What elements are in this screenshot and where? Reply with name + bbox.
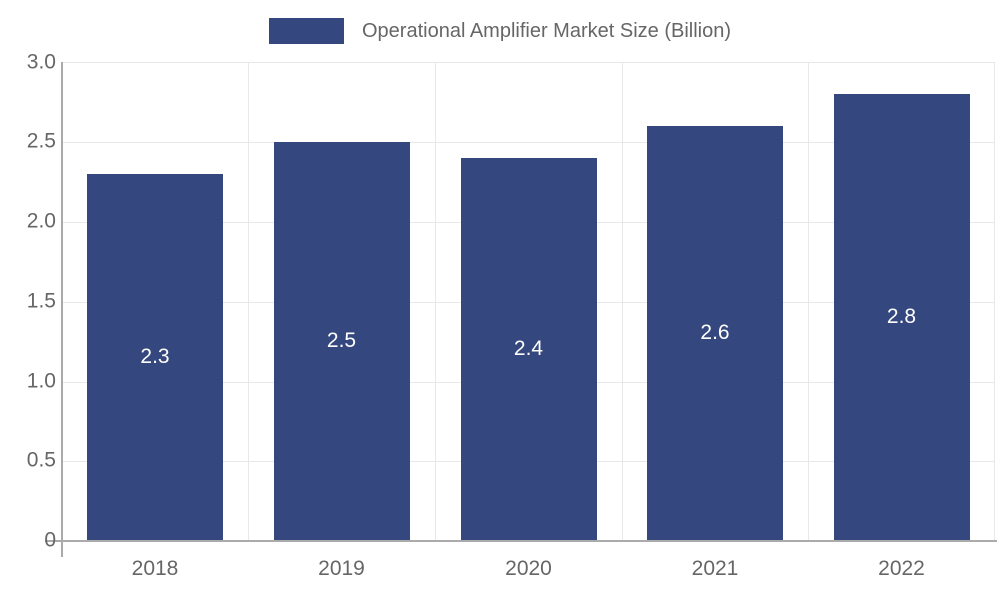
bar-2019[interactable]: 2.5	[273, 141, 410, 540]
y-axis-line	[61, 62, 63, 557]
y-tick-label-0.5: 0.5	[26, 448, 56, 472]
gridline-x-2	[435, 63, 436, 540]
gridline-x-1	[248, 63, 249, 540]
bar-slot-2021: 2.6	[622, 62, 808, 540]
bar-value-label: 2.4	[513, 337, 544, 361]
gridline-x-4	[808, 63, 809, 540]
chart-legend: Operational Amplifier Market Size (Billi…	[0, 10, 1000, 52]
bar-value-label: 2.5	[326, 329, 357, 353]
x-axis-line	[45, 540, 997, 542]
x-tick-label-2022: 2022	[878, 557, 925, 580]
x-axis-tick-labels: 2018 2019 2020 2021 2022	[62, 558, 995, 592]
bar-2022[interactable]: 2.8	[833, 93, 970, 540]
x-tick-label-2020: 2020	[505, 557, 552, 580]
bar-slot-2019: 2.5	[248, 62, 435, 540]
x-tick-label-2018: 2018	[131, 557, 179, 580]
bar-2020[interactable]: 2.4	[460, 157, 597, 540]
bar-value-label: 2.6	[700, 321, 730, 345]
legend-item-operational-amplifier-market-size[interactable]: Operational Amplifier Market Size (Billi…	[268, 18, 732, 44]
bar-value-label: 2.8	[886, 305, 917, 329]
bar-slot-2022: 2.8	[808, 62, 995, 540]
bar-slot-2018: 2.3	[62, 62, 248, 540]
y-tick-label-3.0: 3.0	[26, 50, 56, 74]
y-tick-label-0: 0	[44, 528, 56, 552]
bar-2018[interactable]: 2.3	[87, 173, 223, 540]
legend-color-swatch-icon	[268, 18, 344, 44]
bar-2021[interactable]: 2.6	[647, 125, 783, 540]
y-tick-label-2.5: 2.5	[26, 129, 56, 153]
gridline-x-3	[622, 63, 623, 540]
y-tick-label-1.0: 1.0	[26, 369, 56, 393]
y-tick-label-2.0: 2.0	[26, 209, 56, 233]
y-tick-label-1.5: 1.5	[26, 289, 56, 313]
bar-series-operational-amplifier-market-size: 2.3 2.5 2.4 2.6 2.8	[62, 62, 995, 540]
legend-item-label: Operational Amplifier Market Size (Billi…	[361, 20, 732, 42]
x-tick-label-2019: 2019	[318, 557, 365, 580]
x-tick-label-2021: 2021	[691, 557, 739, 580]
y-axis-tick-labels: 3.0 2.5 2.0 1.5 1.0 0.5 0	[0, 0, 56, 600]
bar-slot-2020: 2.4	[435, 62, 622, 540]
bar-value-label: 2.3	[140, 345, 170, 369]
gridline-y-2.5	[62, 142, 994, 143]
